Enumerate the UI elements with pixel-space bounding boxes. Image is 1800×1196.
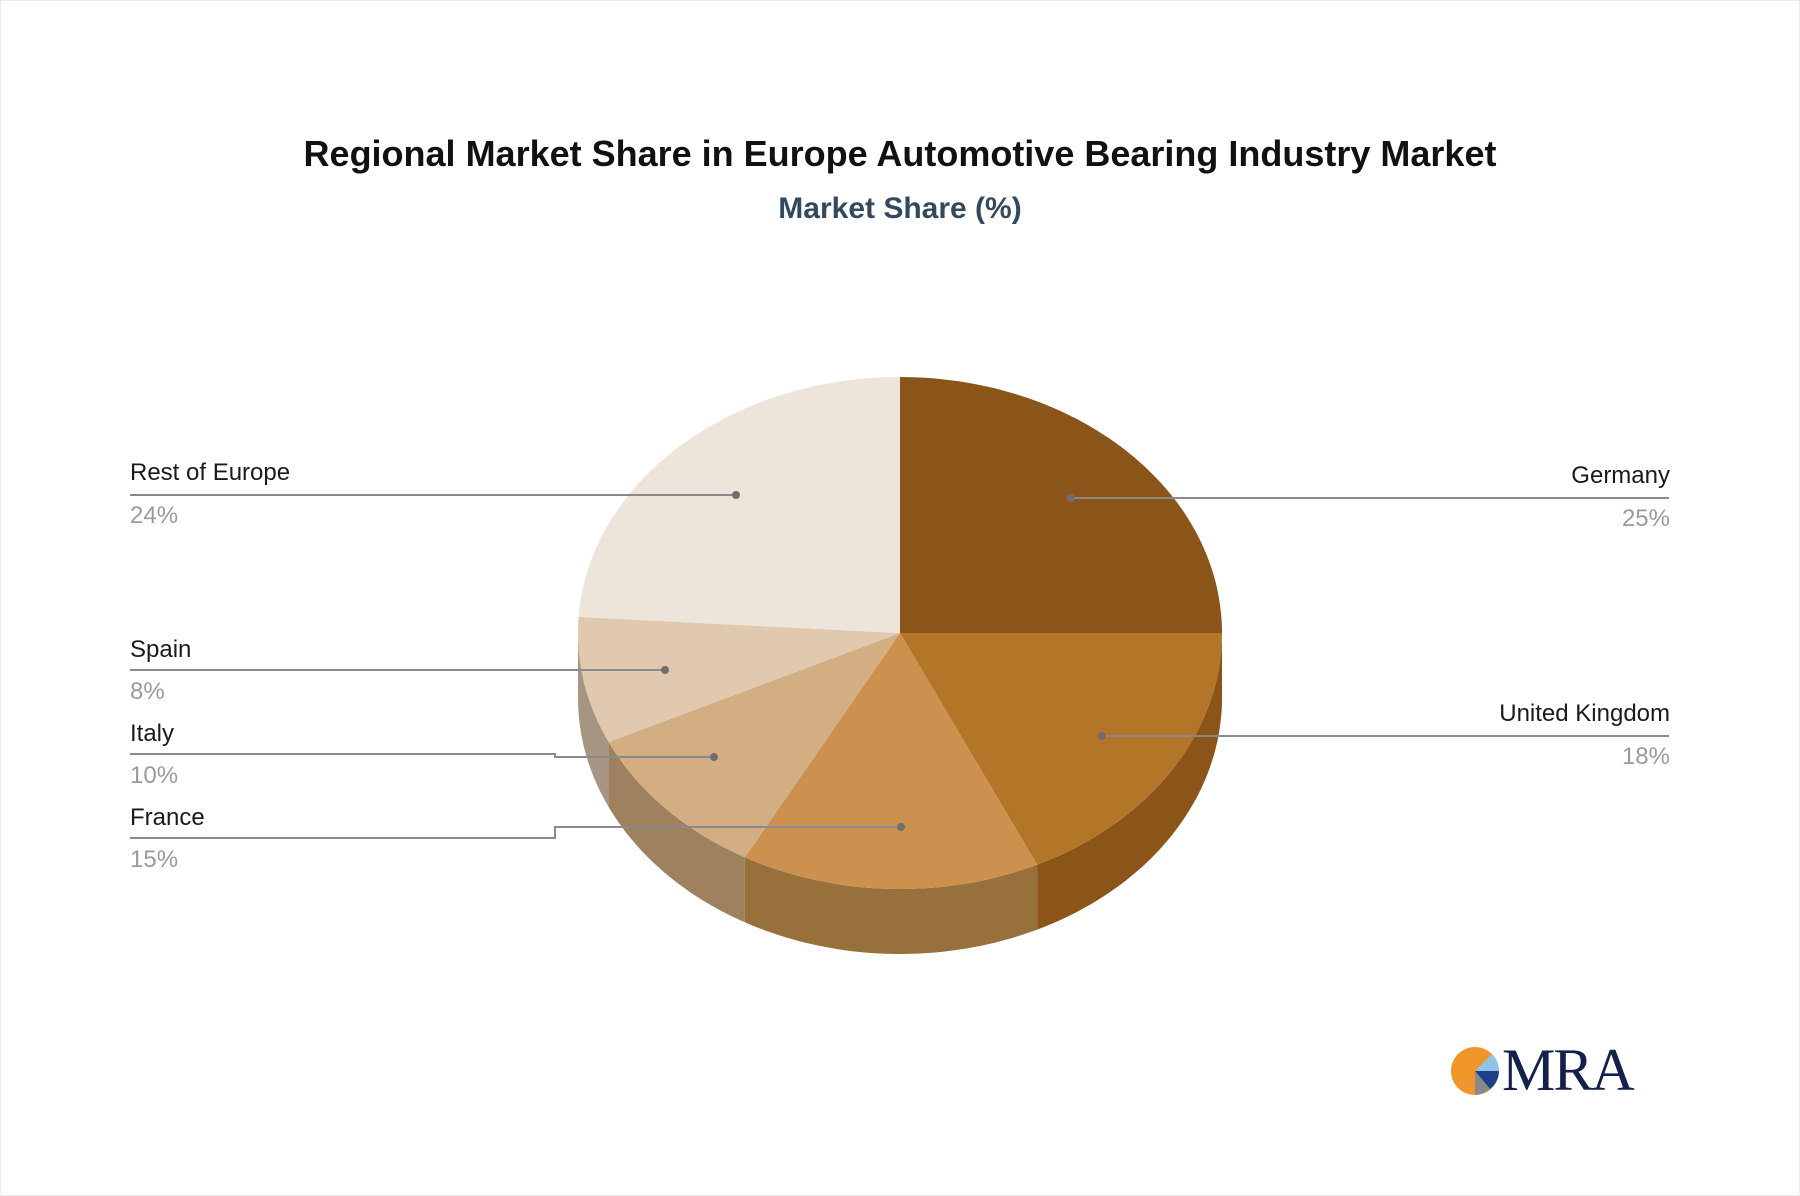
logo-text: MRA	[1502, 1037, 1635, 1103]
pie-slice-united-kingdom[interactable]	[900, 633, 1222, 865]
pie-side-united-kingdom	[1037, 633, 1222, 930]
label-rest-of-europe: Rest of Europe	[130, 459, 291, 486]
pie-side-france	[744, 857, 1038, 954]
leader-dot	[710, 753, 718, 761]
pie-side-italy	[608, 742, 745, 923]
value-rest-of-europe: 24%	[130, 502, 179, 529]
leader-dot	[1098, 732, 1106, 740]
chart-subtitle: Market Share (%)	[778, 192, 1022, 225]
pie-slice-spain[interactable]	[578, 616, 900, 742]
mra-logo: MRA	[1450, 1037, 1640, 1103]
leader-dot	[897, 823, 905, 831]
value-italy: 10%	[130, 762, 179, 789]
pie-slice-rest-of-europe[interactable]	[578, 377, 900, 633]
pie-logo-icon	[1451, 1047, 1500, 1095]
label-italy: Italy	[130, 720, 175, 747]
leader-dot	[1067, 494, 1075, 502]
value-france: 15%	[130, 846, 179, 873]
pie-slice-france[interactable]	[744, 633, 1038, 889]
leader-dot	[661, 666, 669, 674]
leader-line	[130, 753, 714, 758]
pie-slices	[578, 377, 1222, 889]
value-germany: 25%	[1621, 505, 1670, 532]
leader-lines	[130, 494, 1669, 839]
leader-dot	[732, 491, 740, 499]
pie-slice-italy[interactable]	[608, 633, 900, 858]
label-united-kingdom: United Kingdom	[1499, 700, 1670, 727]
chart-title: Regional Market Share in Europe Automoti…	[303, 133, 1497, 174]
leader-dots	[661, 491, 1106, 831]
value-spain: 8%	[130, 678, 165, 705]
pie-slice-germany[interactable]	[900, 377, 1222, 633]
pie-side-spain	[578, 633, 609, 807]
leader-line	[130, 826, 901, 839]
pie-sides	[578, 633, 1222, 954]
value-united-kingdom: 18%	[1621, 743, 1670, 770]
label-spain: Spain	[130, 636, 192, 663]
label-germany: Germany	[1571, 462, 1670, 489]
label-france: France	[130, 804, 205, 831]
